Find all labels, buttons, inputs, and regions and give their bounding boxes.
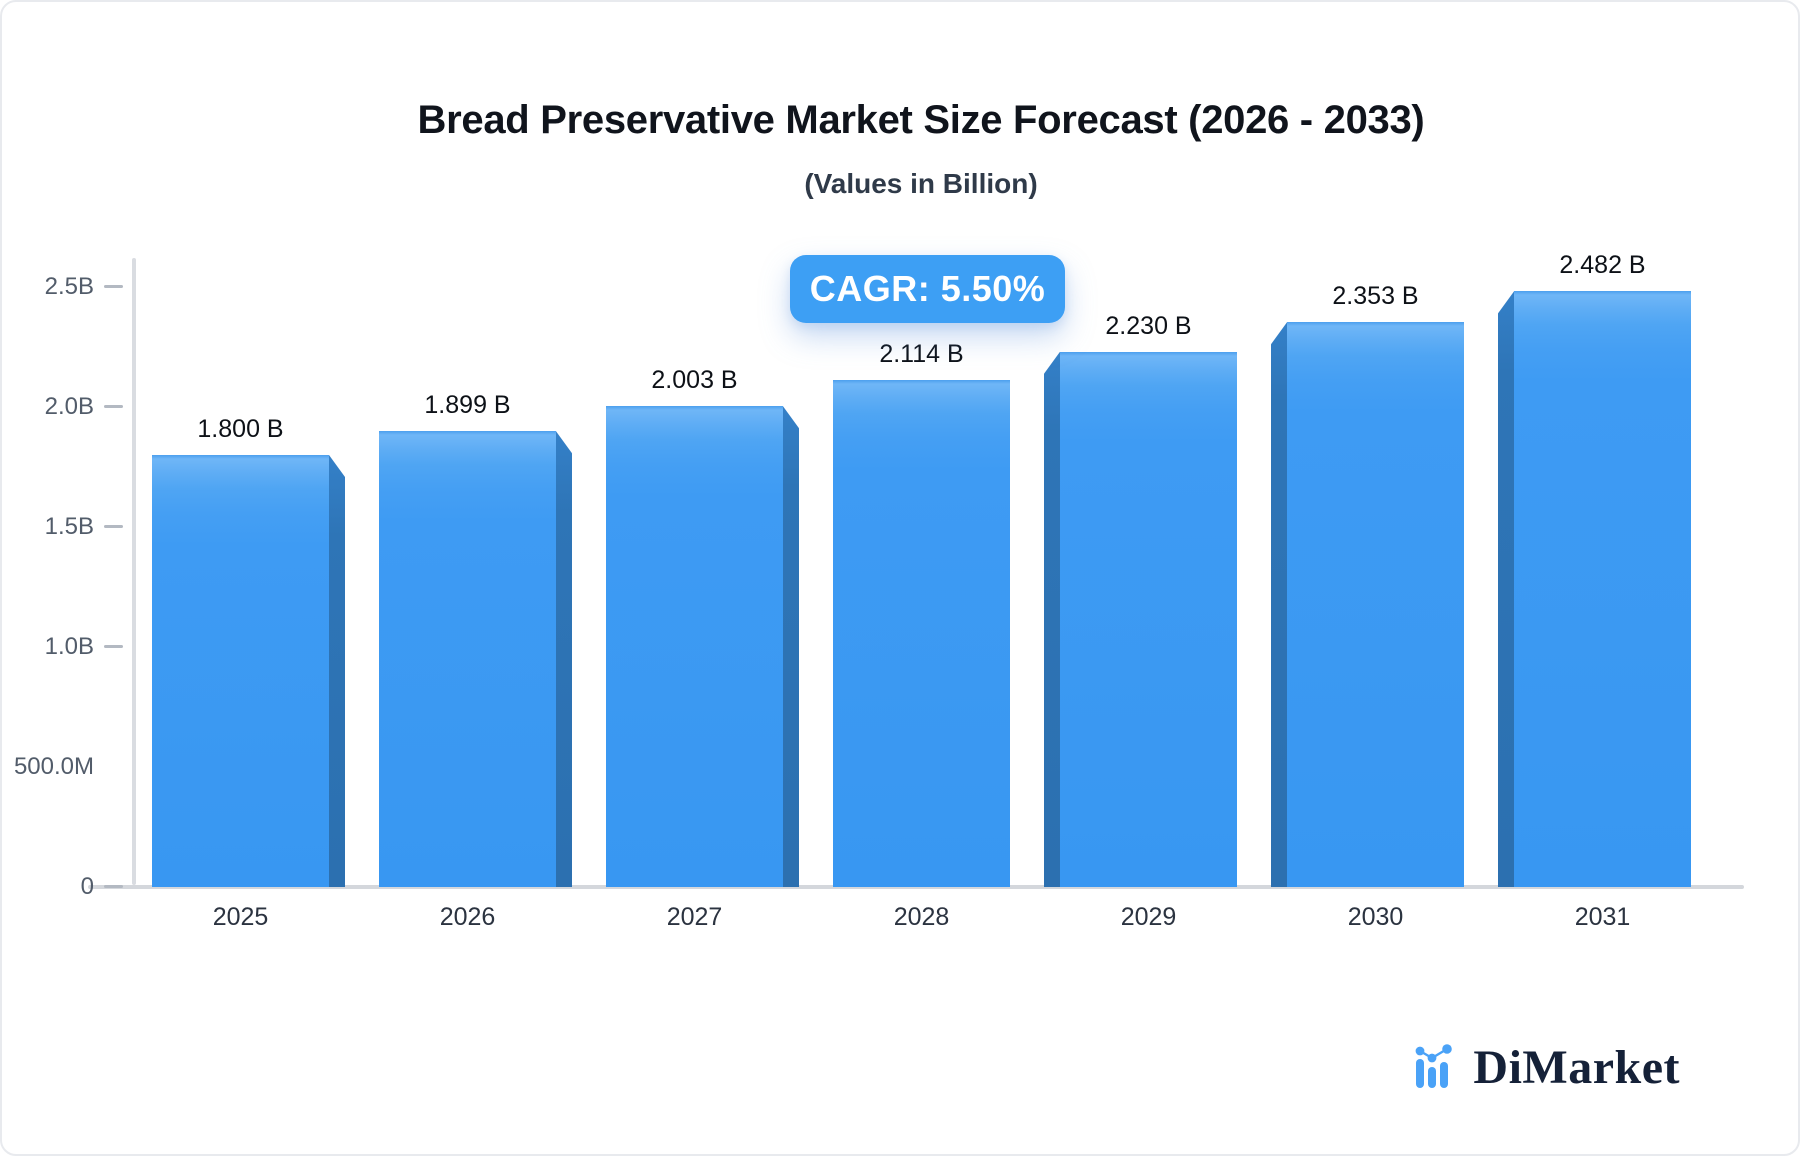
bar-value-label: 2.482 B: [1559, 251, 1646, 280]
y-tick-label: 2.0B: [44, 393, 94, 420]
chart-title: Bread Preservative Market Size Forecast …: [417, 98, 1425, 142]
chart-subtitle: (Values in Billion): [804, 168, 1038, 199]
cagr-badge: CAGR: 5.50%: [790, 255, 1065, 323]
bar-2027: [606, 406, 783, 887]
bar-side-2026: [556, 431, 572, 887]
x-axis-line: [88, 885, 1744, 889]
y-tick-label: 0: [80, 873, 94, 900]
bar-side-2025: [329, 455, 345, 887]
cagr-badge-label: CAGR: 5.50%: [809, 268, 1046, 309]
bar-2025: [152, 455, 329, 887]
bar-2026: [379, 431, 556, 887]
x-tick-label: 2026: [439, 903, 496, 931]
bar-value-label: 1.800 B: [197, 415, 284, 443]
x-tick-label: 2025: [212, 903, 269, 931]
y-tick-label: 500.0M: [13, 753, 94, 780]
y-tick-dash: [104, 885, 123, 888]
y-tick-dash: [104, 285, 123, 288]
dimarket-logo: DiMarket: [1414, 1044, 1680, 1092]
y-tick-label: 1.5B: [44, 513, 94, 540]
y-tick-dash: [104, 405, 123, 408]
mini-bar-chart-icon: [1416, 1044, 1453, 1088]
y-tick-dash: [104, 525, 123, 528]
bar-side-2029: [1044, 351, 1060, 887]
dimarket-logo-text: DiMarket: [1473, 1041, 1680, 1094]
x-tick-label: 2028: [893, 903, 950, 931]
bar-2030: [1287, 322, 1464, 887]
bar-value-label: 2.114 B: [879, 339, 964, 368]
y-axis-line: [132, 258, 136, 885]
x-tick-label: 2029: [1120, 903, 1177, 931]
bar-value-label: 2.353 B: [1332, 282, 1419, 311]
x-tick-label: 2027: [666, 903, 723, 931]
bar-value-label: 2.003 B: [651, 366, 738, 395]
bar-2029: [1060, 351, 1237, 887]
y-tick-label: 1.0B: [44, 633, 94, 660]
bar-side-2030: [1271, 322, 1287, 887]
bar-2031: [1514, 291, 1691, 887]
bar-value-label: 1.899 B: [424, 391, 511, 420]
bar-2028: [833, 379, 1010, 887]
x-tick-label: 2031: [1574, 903, 1631, 931]
x-tick-label: 2030: [1347, 903, 1404, 931]
y-tick-dash: [104, 645, 123, 648]
y-tick-label: 2.5B: [44, 273, 94, 300]
bar-side-2031: [1498, 291, 1514, 887]
bar-value-label: 2.230 B: [1105, 311, 1192, 340]
bar-side-2027: [783, 406, 799, 887]
